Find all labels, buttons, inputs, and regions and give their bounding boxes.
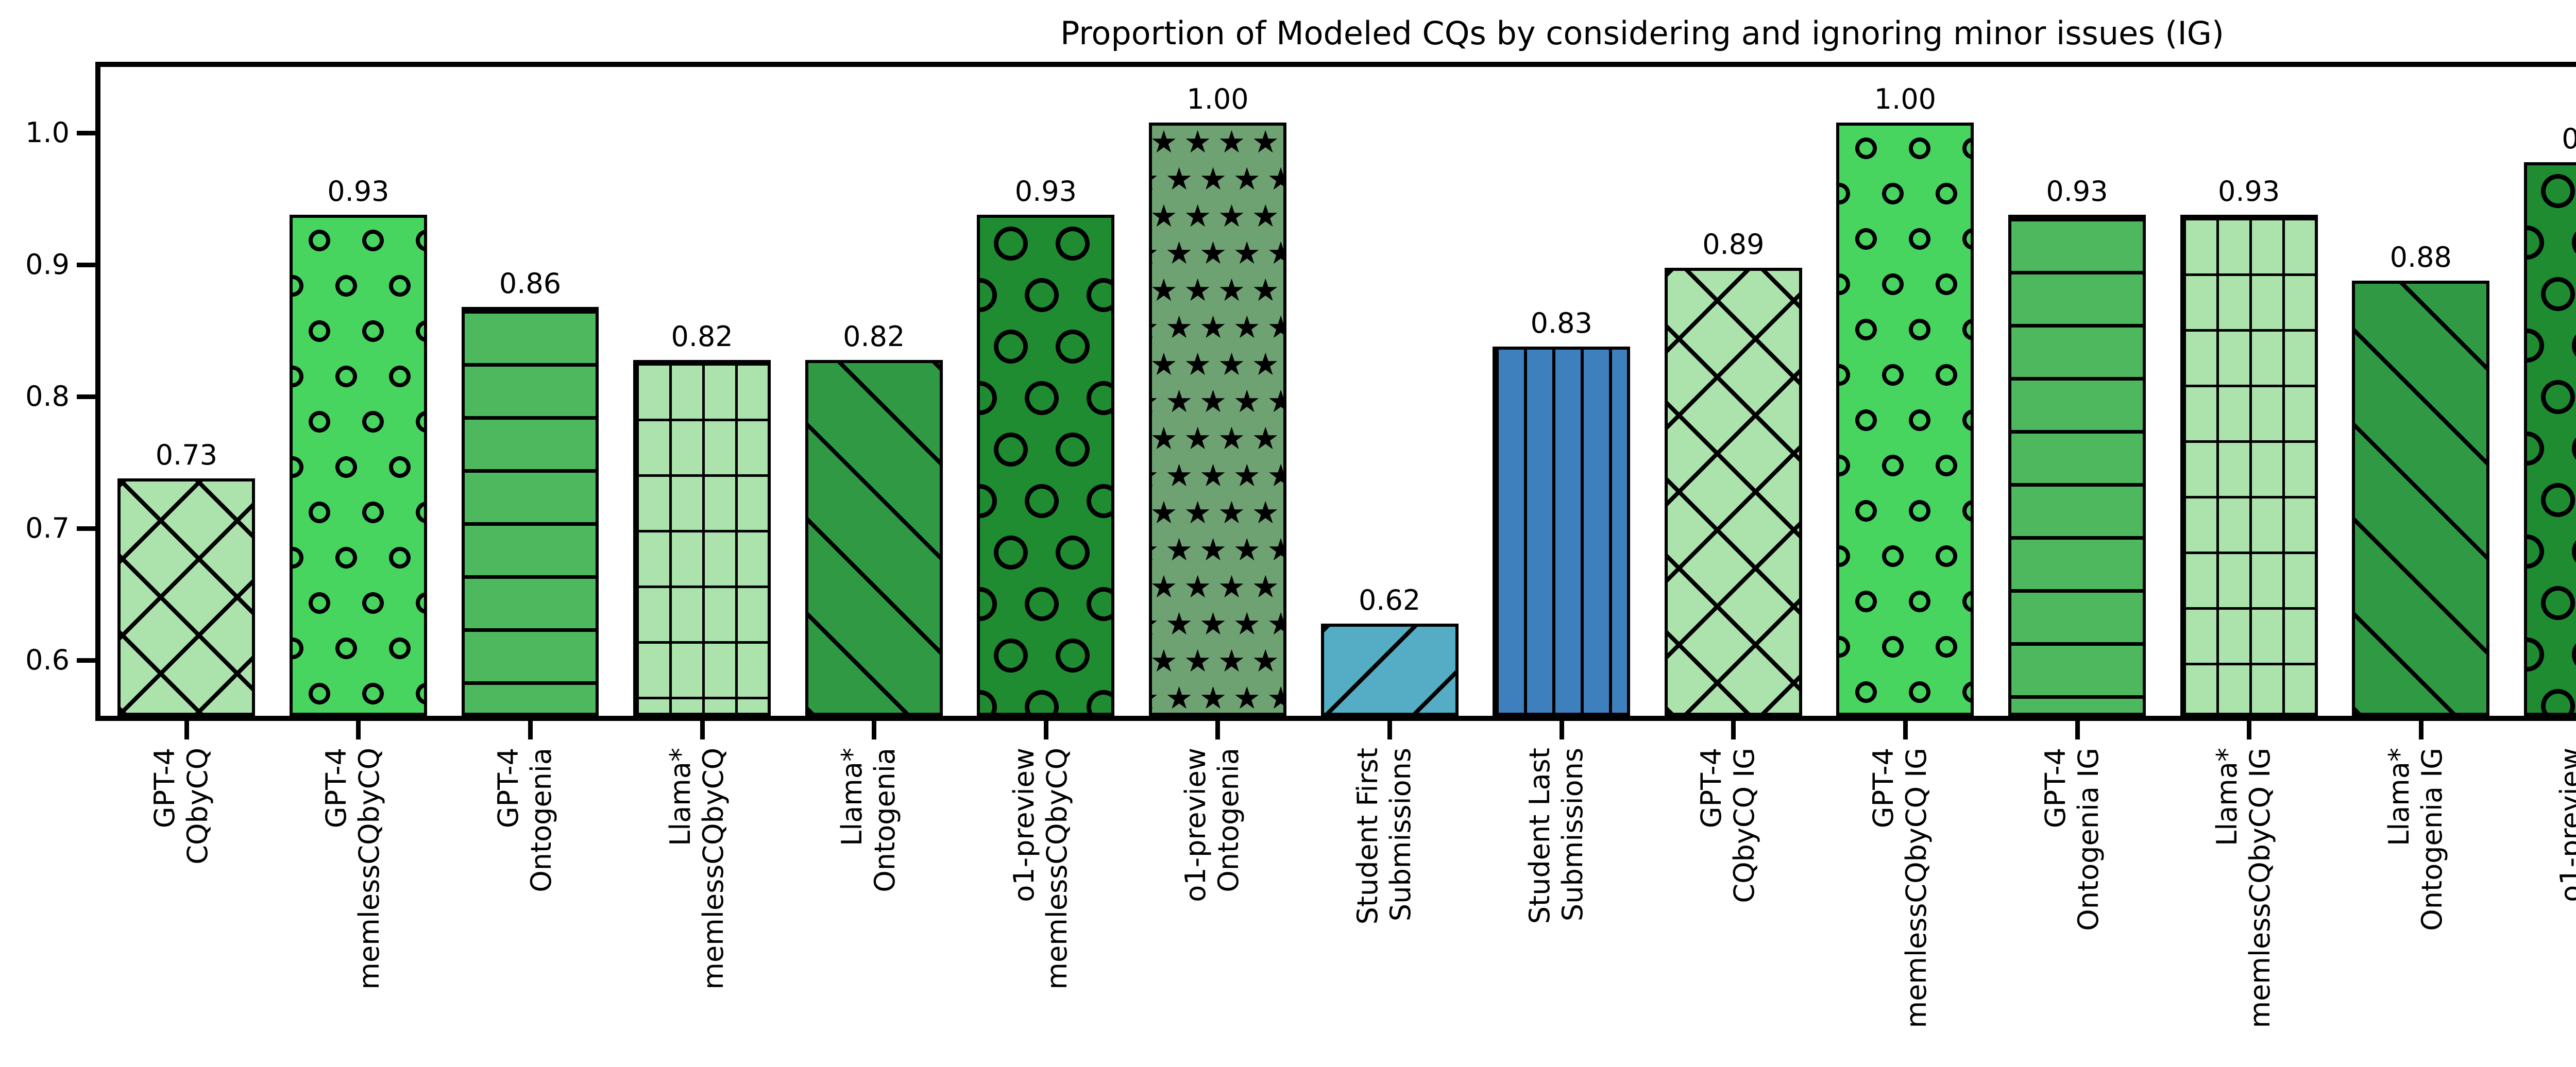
x-tick-label: Llama* Ontogenia	[783, 748, 955, 1067]
y-tick-mark	[77, 263, 95, 267]
y-tick-mark	[77, 131, 95, 135]
x-tick-mark	[1731, 721, 1736, 739]
x-tick-label: GPT-4 CQbyCQ	[95, 748, 267, 1067]
x-tick-mark	[1215, 721, 1221, 739]
bar-value-label: 1.00	[1874, 83, 1937, 115]
bar-value-label: 0.62	[1358, 583, 1421, 616]
x-tick-mark	[1043, 721, 1048, 739]
x-tick-label-text: o1-preview Ontogenia	[1179, 748, 1245, 902]
x-tick-mark	[2418, 721, 2424, 739]
x-tick-label-text: Student First Submissions	[1351, 748, 1417, 925]
x-tick-mark	[2247, 721, 2252, 739]
y-tick-mark	[77, 658, 95, 663]
star-hatch: ★★★★ ★★★ ★★★★ ★★★ ★★★★ ★★★ ★★★★ ★★★ ★★★★ ★★★ ★★★★ ★…	[1150, 124, 1286, 716]
y-tick-label: 0.9	[25, 248, 70, 281]
x-tick-mark	[1387, 721, 1393, 739]
bar	[1320, 623, 1459, 716]
x-tick-label: Llama* memlessCQbyCQ	[611, 748, 783, 1067]
x-tick-label-text: o1-preview memlessCQbyCQ	[1007, 748, 1073, 990]
bar-value-label: 0.82	[843, 320, 905, 353]
x-tick-label: o1-preview memlessCQbyCQ IG	[2501, 748, 2576, 1067]
bar	[1836, 123, 1974, 716]
x-tick-mark	[700, 721, 705, 739]
chart-title: Proportion of Modeled CQs by considering…	[1060, 14, 2224, 52]
y-tick-label: 0.6	[25, 644, 70, 676]
bar	[2008, 215, 2146, 716]
x-tick-mark	[1559, 721, 1564, 739]
bar-value-label: 0.86	[499, 267, 562, 300]
x-tick-label-text: Llama* Ontogenia IG	[2382, 748, 2448, 931]
x-tick-label-text: Student Last Submissions	[1523, 748, 1589, 924]
x-tick-label: Student Last Submissions	[1470, 748, 1642, 1067]
x-tick-label-text: GPT-4 memlessCQbyCQ IG	[1867, 748, 1933, 1028]
x-tick-label: GPT-4 CQbyCQ IG	[1642, 748, 1814, 1067]
bar	[117, 478, 256, 716]
x-tick-label-text: GPT-4 Ontogenia	[492, 748, 558, 892]
bar	[2352, 281, 2490, 716]
x-tick-label: GPT-4 memlessCQbyCQ IG	[1814, 748, 1986, 1067]
bar-value-label: 0.97	[2562, 122, 2576, 155]
x-tick-mark	[2075, 721, 2080, 739]
bar	[1493, 347, 1631, 716]
bar-value-label: 0.83	[1530, 307, 1592, 340]
bar-value-label: 0.93	[1014, 175, 1077, 208]
bar	[633, 359, 771, 716]
bar-value-label: 0.89	[1702, 228, 1765, 261]
y-tick-mark	[77, 394, 95, 399]
x-tick-label-text: Llama* Ontogenia	[836, 748, 902, 892]
x-tick-label: o1-preview memlessCQbyCQ	[955, 748, 1127, 1067]
x-tick-label-text: GPT-4 CQbyCQ	[148, 748, 214, 865]
bar	[461, 307, 599, 716]
bar-value-label: 0.93	[2218, 175, 2280, 208]
bar: ★★★★ ★★★ ★★★★ ★★★ ★★★★ ★★★ ★★★★ ★★★ ★★★★ ★★★ ★★★★ ★…	[1149, 123, 1286, 716]
bar	[2180, 215, 2318, 716]
plot-area: 1.0 0.9 0.8 0.7 0.6 0.73 0.93 0.86 0.82 0.82 0.93 ★…	[25, 62, 2576, 739]
figure: Proportion of Modeled CQs by considering…	[25, 14, 2576, 1028]
y-tick-label: 0.8	[25, 380, 70, 412]
x-tick-label: GPT-4 memlessCQbyCQ	[267, 748, 439, 1067]
x-tick-label-text: GPT-4 memlessCQbyCQ	[320, 748, 386, 990]
x-tick-label-text: Llama* memlessCQbyCQ IG	[2211, 748, 2277, 1028]
x-tick-label-text: GPT-4 Ontogenia IG	[2039, 748, 2105, 931]
bar-value-label: 0.82	[671, 320, 733, 353]
bar-value-label: 0.93	[327, 175, 389, 208]
bar	[289, 215, 427, 716]
x-tick-label: Student First Submissions	[1298, 748, 1470, 1067]
bar-value-label: 0.73	[155, 439, 217, 472]
y-tick-label: 1.0	[25, 116, 70, 149]
x-tick-mark	[528, 721, 533, 739]
bar-value-label: 1.00	[1187, 83, 1249, 115]
bar	[805, 359, 943, 716]
bar-value-label: 0.88	[2389, 241, 2452, 274]
x-tick-label: o1-preview Ontogenia	[1126, 748, 1298, 1067]
bar	[977, 215, 1115, 716]
x-tick-label-text: o1-preview memlessCQbyCQ IG	[2554, 748, 2576, 902]
x-tick-mark	[184, 721, 189, 739]
bar	[2523, 162, 2576, 716]
x-tick-label: GPT-4 Ontogenia	[439, 748, 611, 1067]
bar-value-label: 0.93	[2046, 175, 2108, 208]
x-tick-label: Llama* Ontogenia IG	[2330, 748, 2502, 1067]
x-tick-mark	[872, 721, 877, 739]
x-tick-label-text: Llama* memlessCQbyCQ	[664, 748, 730, 990]
bar	[1664, 267, 1802, 716]
x-tick-mark	[356, 721, 361, 739]
x-tick-label: GPT-4 Ontogenia IG	[1986, 748, 2158, 1067]
y-tick-mark	[77, 526, 95, 531]
x-tick-label-text: GPT-4 CQbyCQ IG	[1695, 748, 1761, 903]
y-tick-label: 0.7	[25, 512, 70, 544]
x-tick-label: Llama* memlessCQbyCQ IG	[2158, 748, 2330, 1067]
x-tick-mark	[1903, 721, 1908, 739]
